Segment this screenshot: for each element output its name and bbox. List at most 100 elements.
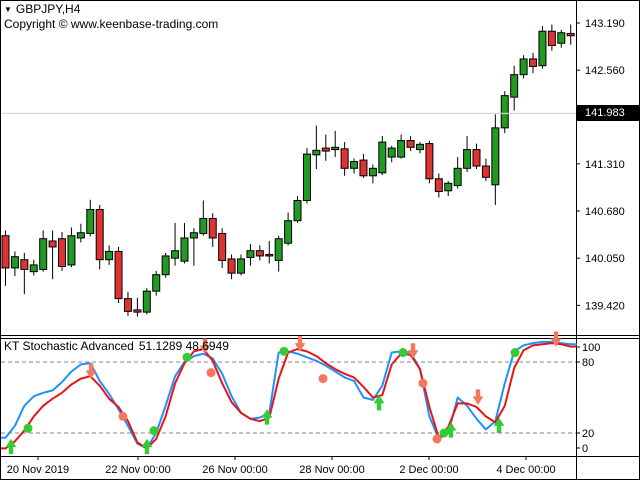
bull-candle	[331, 146, 340, 151]
time-axis: 20 Nov 2019 22 Nov 00:00 26 Nov 00:00 28 No…	[7, 456, 556, 476]
bull-candle	[152, 274, 161, 292]
bear-candle	[20, 259, 29, 270]
buy-arrow-icon	[142, 439, 152, 455]
time-axis-label: 22 Nov 00:00	[105, 464, 170, 476]
bull-candle	[161, 255, 170, 276]
time-axis-label: 28 Nov 00:00	[299, 464, 364, 476]
buy-arrow-icon	[374, 395, 384, 411]
stoch-axis-label: 80	[582, 357, 594, 369]
green-dot-marker	[439, 428, 449, 438]
stoch-axis-label: 20	[582, 428, 594, 440]
bear-candle	[472, 149, 481, 167]
buy-arrow-icon	[446, 422, 456, 438]
price-axis-label: 143.190	[585, 18, 625, 30]
bear-candle	[265, 253, 274, 257]
bull-candle	[293, 200, 302, 222]
bear-candle	[208, 217, 217, 239]
orange-dot-marker	[206, 368, 216, 378]
bear-candle	[95, 209, 104, 261]
sell-arrow-icon	[200, 338, 210, 354]
bear-candle	[133, 309, 142, 313]
time-axis-label: 20 Nov 2019	[7, 464, 69, 476]
indicator-values: 51.1289 48.6949	[138, 339, 229, 353]
bear-candle	[406, 140, 415, 148]
bear-candle	[48, 240, 57, 248]
bear-candle	[218, 232, 227, 261]
indicator-title: KT Stochastic Advanced 51.1289 48.6949	[4, 339, 229, 353]
bull-candle	[39, 238, 48, 270]
sell-arrow-icon	[408, 343, 418, 359]
orange-dot-marker	[118, 411, 128, 421]
sell-arrow-icon	[86, 363, 96, 379]
bull-candle	[519, 58, 528, 76]
bull-candle	[387, 147, 396, 158]
bull-candle	[491, 127, 500, 186]
bull-candle	[302, 153, 311, 202]
green-dot-marker	[279, 346, 289, 356]
bear-candle	[566, 32, 575, 37]
bear-candle	[1, 235, 10, 269]
bull-candle	[76, 232, 85, 239]
stoch-levels	[1, 361, 576, 434]
green-dot-marker	[182, 352, 192, 362]
bull-candle	[237, 258, 245, 274]
buy-arrow-icon	[494, 417, 504, 433]
stochastic-main-line	[1, 340, 577, 450]
price-axis-label: 142.560	[585, 65, 625, 77]
bull-candle	[246, 250, 255, 258]
chevron-down-icon[interactable]: ▼	[4, 5, 12, 14]
bull-candle	[350, 161, 359, 169]
time-axis-label: 4 Dec 00:00	[496, 464, 555, 476]
bull-candle	[557, 32, 566, 44]
bear-candle	[255, 250, 264, 257]
sell-arrow-icon	[551, 331, 561, 347]
time-axis-label: 2 Dec 00:00	[399, 464, 458, 476]
bull-candle	[368, 167, 377, 177]
candles-layer	[1, 24, 575, 317]
bear-candle	[321, 147, 330, 152]
indicator-name: KT Stochastic Advanced	[4, 339, 134, 353]
bear-candle	[114, 250, 123, 300]
bear-candle	[481, 165, 490, 178]
stoch-axis-label: 0	[582, 443, 588, 455]
copyright-text: Copyright © www.keenbase-trading.com	[4, 17, 219, 31]
bear-candle	[547, 30, 556, 46]
bull-candle	[453, 167, 462, 187]
orange-dot-marker	[432, 434, 442, 444]
bull-candle	[538, 30, 547, 67]
bull-candle	[142, 290, 151, 313]
price-axis-label: 140.680	[585, 206, 625, 218]
signal-markers	[6, 331, 561, 455]
bull-candle	[86, 209, 95, 234]
bull-candle	[171, 250, 180, 259]
bull-candle	[67, 235, 76, 266]
bull-candle	[444, 182, 453, 192]
green-dot-marker	[510, 348, 520, 358]
green-dot-marker	[398, 348, 408, 358]
bull-candle	[463, 149, 472, 169]
symbol-title-row: ▼ GBPJPY,H4	[4, 2, 80, 16]
bear-candle	[529, 58, 538, 67]
bull-candle	[189, 232, 198, 239]
price-axis-label: 141.310	[585, 159, 625, 171]
price-axis: 143.190 142.560 141.310 140.680 140.050 139.4…	[576, 18, 625, 312]
buy-arrow-icon	[6, 439, 16, 455]
sell-arrow-icon	[473, 389, 483, 405]
stochastic-lines	[1, 340, 577, 450]
bull-candle	[500, 95, 509, 129]
time-axis-label: 26 Nov 00:00	[202, 464, 267, 476]
current-price-tag: 141.983	[576, 105, 639, 121]
bear-candle	[359, 159, 368, 177]
bull-candle	[274, 238, 283, 261]
price-axis-label: 139.420	[585, 300, 625, 312]
bull-candle	[105, 250, 114, 261]
bear-candle	[227, 258, 236, 274]
orange-dot-marker	[418, 378, 428, 388]
stoch-axis-label: 100	[582, 342, 600, 354]
bear-candle	[425, 143, 434, 180]
symbol-label: GBPJPY,H4	[15, 2, 81, 16]
bull-candle	[180, 237, 189, 262]
